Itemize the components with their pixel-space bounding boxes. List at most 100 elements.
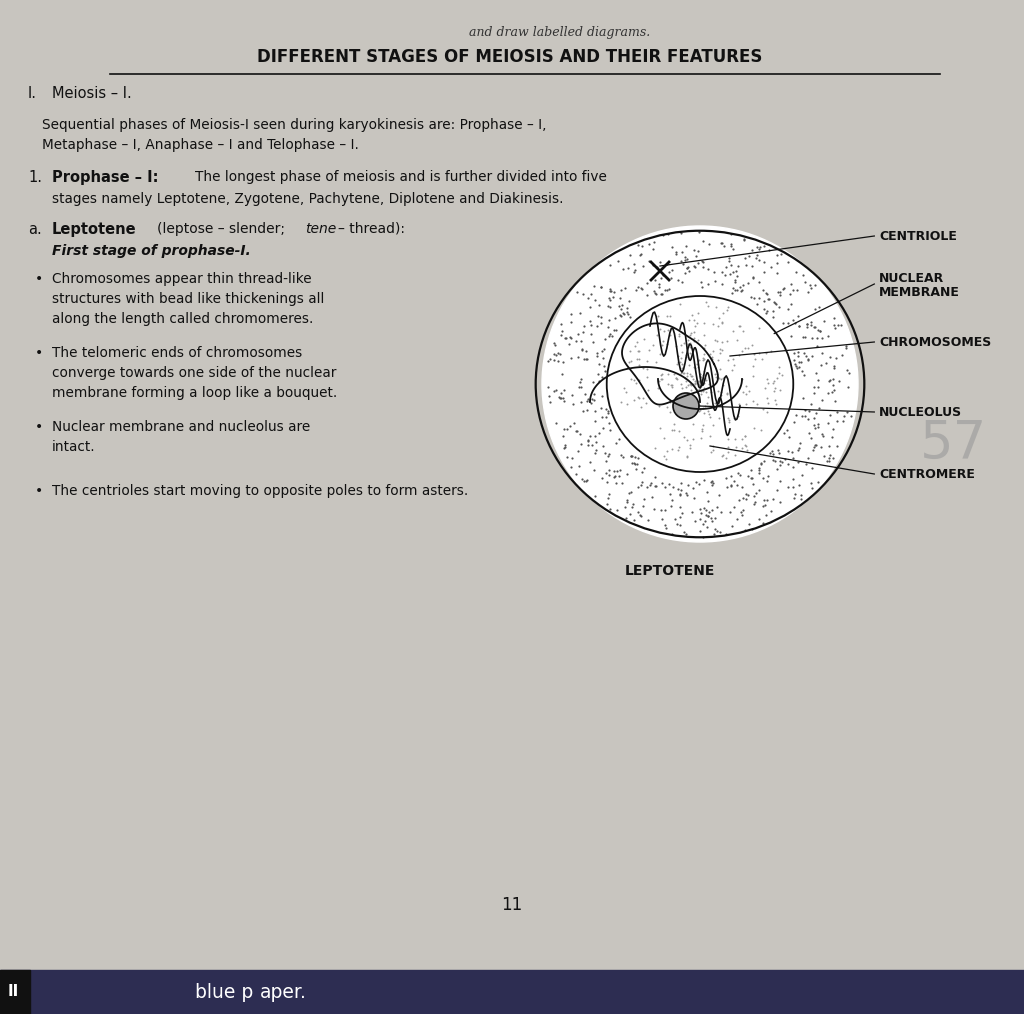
- Point: [607, 475, 624, 491]
- Point: [718, 260, 734, 276]
- Point: [596, 341, 612, 357]
- Point: [628, 282, 644, 298]
- Point: [654, 226, 671, 242]
- Point: [625, 455, 641, 472]
- Point: [702, 444, 719, 460]
- Point: [678, 525, 694, 541]
- Point: [689, 381, 706, 397]
- Point: [641, 342, 657, 358]
- Point: [727, 447, 743, 463]
- Point: [583, 316, 599, 333]
- Point: [688, 384, 705, 401]
- Point: [568, 284, 585, 300]
- Point: [609, 254, 626, 270]
- Point: [686, 490, 702, 506]
- Point: [786, 356, 803, 372]
- Point: [765, 302, 781, 318]
- Point: [606, 310, 623, 327]
- Point: [628, 461, 644, 478]
- Point: [783, 276, 800, 292]
- Point: [759, 473, 775, 489]
- Point: [682, 376, 698, 392]
- Point: [707, 333, 723, 349]
- Point: [548, 347, 564, 363]
- Point: [674, 396, 690, 413]
- Point: [665, 492, 681, 508]
- Point: [630, 237, 646, 254]
- Point: [593, 401, 609, 417]
- Point: [650, 372, 667, 388]
- Point: [679, 260, 695, 276]
- Point: [582, 313, 598, 330]
- Point: [672, 486, 688, 502]
- Text: 1.: 1.: [28, 170, 42, 185]
- Point: [611, 468, 628, 485]
- Point: [678, 379, 694, 395]
- Point: [786, 487, 803, 503]
- Point: [739, 340, 756, 356]
- Point: [745, 496, 762, 512]
- Point: [654, 475, 671, 491]
- Point: [775, 314, 792, 331]
- Point: [550, 353, 566, 369]
- Point: [585, 334, 601, 350]
- Point: [691, 476, 708, 492]
- Circle shape: [673, 393, 699, 419]
- Point: [558, 330, 574, 346]
- Point: [678, 349, 694, 365]
- Point: [744, 476, 761, 492]
- Point: [692, 376, 709, 392]
- Point: [749, 296, 765, 312]
- Point: [646, 283, 663, 299]
- Point: [659, 399, 676, 415]
- Point: [724, 285, 740, 301]
- Point: [761, 242, 777, 259]
- Text: and draw labelled diagrams.: and draw labelled diagrams.: [469, 26, 650, 39]
- Point: [691, 352, 708, 368]
- Point: [626, 391, 642, 408]
- Point: [715, 377, 731, 393]
- Point: [581, 433, 597, 449]
- Point: [780, 314, 797, 331]
- Point: [644, 258, 660, 274]
- Point: [584, 390, 600, 407]
- Point: [771, 284, 787, 300]
- Point: [797, 402, 813, 418]
- Point: [678, 486, 694, 502]
- Point: [639, 275, 655, 291]
- Point: [540, 353, 556, 369]
- Point: [759, 492, 775, 508]
- Point: [672, 388, 688, 405]
- Point: [772, 287, 788, 303]
- Point: [644, 338, 660, 354]
- Text: •: •: [35, 272, 43, 286]
- Point: [733, 431, 750, 447]
- Point: [713, 384, 729, 401]
- Point: [738, 395, 755, 412]
- Point: [584, 325, 600, 342]
- Point: [698, 507, 715, 523]
- Point: [713, 523, 729, 539]
- Point: [605, 284, 622, 300]
- Point: [702, 475, 719, 491]
- Point: [669, 371, 685, 387]
- Point: [673, 225, 689, 241]
- Point: [682, 336, 698, 352]
- Point: [666, 416, 682, 432]
- Point: [824, 449, 841, 465]
- Point: [708, 521, 724, 537]
- Point: [771, 494, 787, 510]
- Point: [792, 435, 808, 451]
- Point: [799, 315, 815, 332]
- Point: [803, 313, 819, 330]
- Point: [629, 334, 645, 350]
- Point: [573, 436, 590, 452]
- Point: [570, 325, 587, 342]
- Point: [590, 308, 606, 324]
- Point: [710, 499, 726, 515]
- Point: [590, 366, 606, 382]
- Point: [690, 395, 707, 412]
- Point: [746, 347, 763, 363]
- Point: [579, 403, 595, 419]
- Point: [821, 373, 838, 389]
